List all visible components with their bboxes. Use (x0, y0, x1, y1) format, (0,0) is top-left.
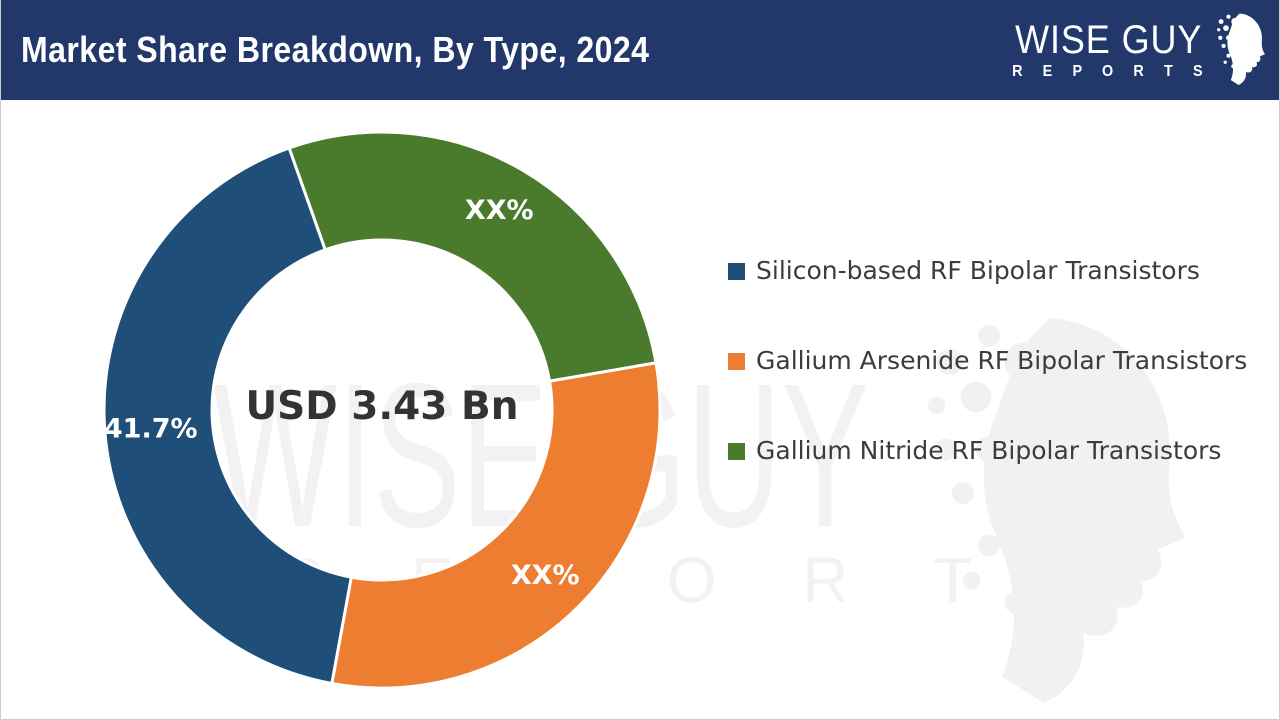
legend-swatch-gallium-arsenide (728, 352, 745, 370)
logo-subtitle: R E P O R T S (1012, 62, 1211, 80)
donut-segment-0 (102, 146, 353, 685)
legend-item-silicon: Silicon-based RF Bipolar Transistors (728, 256, 1247, 286)
donut-segment-1 (330, 361, 662, 690)
legend-label: Gallium Arsenide RF Bipolar Transistors (756, 346, 1248, 375)
chart-legend: Silicon-based RF Bipolar Transistors Gal… (728, 256, 1247, 466)
donut-chart: 41.7% XX% XX% USD 3.43 Bn (102, 130, 662, 690)
logo-face-icon (1213, 8, 1265, 92)
logo-text: WISE GUY R E P O R T S (1007, 20, 1211, 81)
legend-item-gallium-nitride: Gallium Nitride RF Bipolar Transistors (728, 436, 1247, 466)
donut-segment-2 (287, 130, 658, 383)
slice-label-0: 41.7% (104, 413, 198, 444)
legend-item-gallium-arsenide: Gallium Arsenide RF Bipolar Transistors (728, 346, 1247, 376)
page-title: Market Share Breakdown, By Type, 2024 (21, 29, 650, 70)
header: Market Share Breakdown, By Type, 2024 WI… (1, 0, 1279, 100)
legend-swatch-silicon (728, 262, 745, 280)
slice-label-1: XX% (511, 560, 580, 591)
logo-wordmark: WISE GUY (1015, 17, 1203, 62)
donut-center-value: USD 3.43 Bn (246, 384, 519, 429)
legend-swatch-gallium-nitride (728, 442, 745, 460)
legend-label: Silicon-based RF Bipolar Transistors (756, 256, 1200, 285)
slice-label-2: XX% (465, 195, 534, 226)
legend-label: Gallium Nitride RF Bipolar Transistors (756, 436, 1222, 465)
wise-guy-reports-logo: WISE GUY R E P O R T S (984, 8, 1265, 92)
